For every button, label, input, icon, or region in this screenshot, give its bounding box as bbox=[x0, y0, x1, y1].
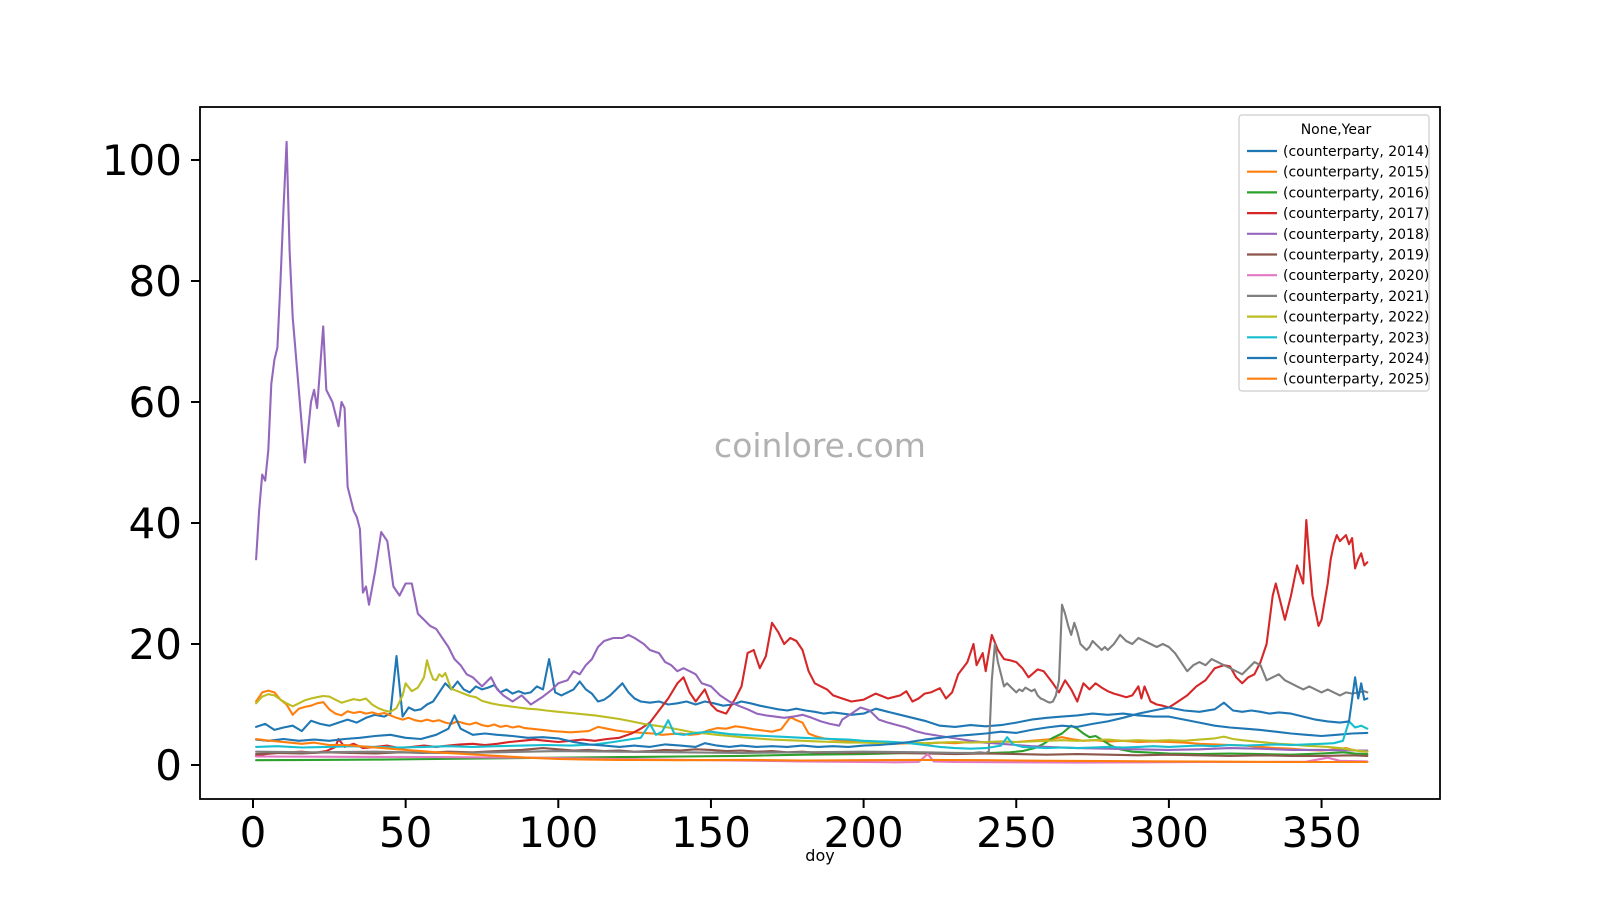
series-line-2016 bbox=[255, 724, 1369, 762]
legend-label-2015: (counterparty, 2015) bbox=[1283, 165, 1429, 181]
legend-title: None,Year bbox=[1301, 122, 1372, 138]
x-tick-label: 0 bbox=[240, 808, 267, 857]
legend-label-2019: (counterparty, 2019) bbox=[1283, 248, 1429, 264]
x-tick-label: 250 bbox=[976, 808, 1056, 857]
x-tick-label: 50 bbox=[379, 808, 432, 857]
x-tick-label: 200 bbox=[824, 808, 904, 857]
legend-label-2014: (counterparty, 2014) bbox=[1283, 144, 1429, 160]
y-tick-label: 100 bbox=[102, 136, 182, 185]
series-line-2017 bbox=[255, 518, 1369, 757]
legend-box bbox=[1238, 114, 1430, 392]
legend-label-2023: (counterparty, 2023) bbox=[1283, 330, 1429, 346]
series-line-2024 bbox=[255, 676, 1369, 748]
legend-label-2018: (counterparty, 2018) bbox=[1283, 227, 1429, 243]
x-tick-label: 350 bbox=[1281, 808, 1361, 857]
series-line-2014 bbox=[255, 655, 1369, 738]
legend-label-2017: (counterparty, 2017) bbox=[1283, 206, 1429, 222]
series-line-2018 bbox=[255, 140, 1369, 752]
series-line-2021 bbox=[255, 603, 1369, 754]
legend-label-2024: (counterparty, 2024) bbox=[1283, 351, 1429, 367]
legend-label-2021: (counterparty, 2021) bbox=[1283, 289, 1429, 305]
series-layer bbox=[255, 140, 1369, 764]
legend: None,Year (counterparty, 2014) (counterpar… bbox=[1238, 114, 1430, 392]
legend-label-2022: (counterparty, 2022) bbox=[1283, 310, 1429, 326]
legend-label-2020: (counterparty, 2020) bbox=[1283, 268, 1429, 284]
y-tick-label: 60 bbox=[129, 378, 182, 427]
y-tick-label: 40 bbox=[129, 499, 182, 548]
plot-border bbox=[199, 106, 1441, 800]
series-line-2025 bbox=[255, 737, 1369, 764]
x-tick-label: 150 bbox=[671, 808, 751, 857]
watermark-text: coinlore.com bbox=[714, 426, 926, 465]
x-axis-label: doy bbox=[805, 846, 834, 865]
x-tick-label: 300 bbox=[1129, 808, 1209, 857]
x-tick-label: 100 bbox=[518, 808, 598, 857]
series-line-2023 bbox=[255, 719, 1369, 750]
y-tick-label: 80 bbox=[129, 257, 182, 306]
y-tick-label: 20 bbox=[129, 620, 182, 669]
legend-label-2016: (counterparty, 2016) bbox=[1283, 185, 1429, 201]
axis-ticks-layer: 0 50 100 150 200 250 300 350 0 20 40 60 80 100 bbox=[102, 136, 1362, 857]
series-line-2022 bbox=[255, 659, 1369, 753]
legend-label-2025: (counterparty, 2025) bbox=[1283, 372, 1429, 388]
y-tick-label: 0 bbox=[155, 741, 182, 790]
